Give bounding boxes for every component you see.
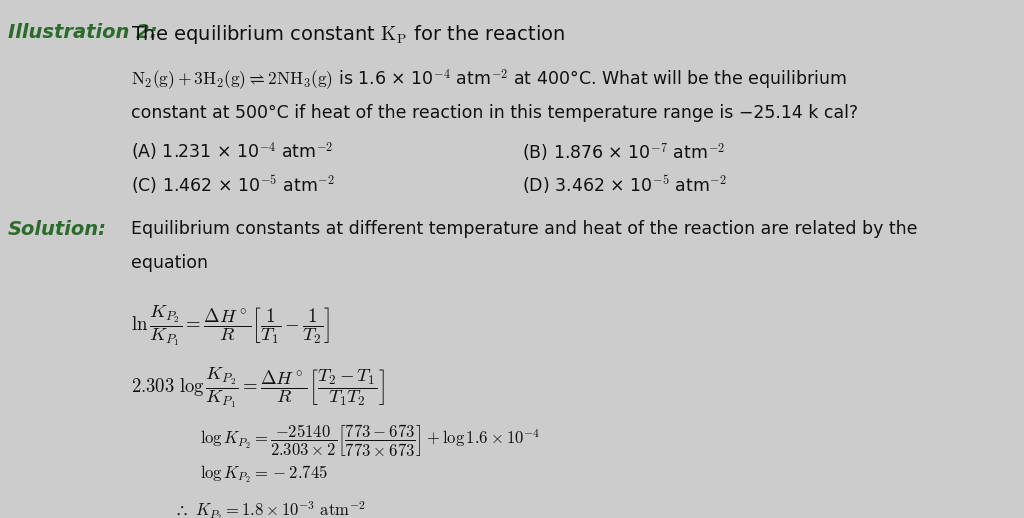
Text: Equilibrium constants at different temperature and heat of the reaction are rela: Equilibrium constants at different tempe… <box>131 220 918 238</box>
Text: (A) 1.231 × 10$^{-4}$ atm$^{-2}$: (A) 1.231 × 10$^{-4}$ atm$^{-2}$ <box>131 141 334 163</box>
Text: $\log K_{P_2} = -2.745$: $\log K_{P_2} = -2.745$ <box>200 464 328 485</box>
Text: (C) 1.462 × 10$^{-5}$ atm$^{-2}$: (C) 1.462 × 10$^{-5}$ atm$^{-2}$ <box>131 174 335 196</box>
Text: Solution:: Solution: <box>8 220 108 239</box>
Text: $\ln\dfrac{K_{P_2}}{K_{P_1}} = \dfrac{\Delta H^\circ}{R} \left[\dfrac{1}{T_1} - : $\ln\dfrac{K_{P_2}}{K_{P_1}} = \dfrac{\D… <box>131 303 330 348</box>
Text: The equilibrium constant $\mathrm{K_P}$ for the reaction: The equilibrium constant $\mathrm{K_P}$ … <box>131 23 565 46</box>
Text: $\log K_{P_2} = \dfrac{-25140}{2.303 \times 2} \left[\dfrac{773-673}{773 \times : $\log K_{P_2} = \dfrac{-25140}{2.303 \ti… <box>200 422 540 458</box>
Text: $\mathrm{N_2(g) + 3H_2(g) \rightleftharpoons 2NH_3(g)}$ is 1.6 × 10$^{-4}$ atm$^: $\mathrm{N_2(g) + 3H_2(g) \rightleftharp… <box>131 67 847 92</box>
Text: equation: equation <box>131 254 208 272</box>
Text: constant at 500°C if heat of the reaction in this temperature range is −25.14 k : constant at 500°C if heat of the reactio… <box>131 104 858 122</box>
Text: (D) 3.462 × 10$^{-5}$ atm$^{-2}$: (D) 3.462 × 10$^{-5}$ atm$^{-2}$ <box>522 174 727 196</box>
Text: $2.303\ \log\dfrac{K_{P_2}}{K_{P_1}} = \dfrac{\Delta H^\circ}{R} \left[\dfrac{T_: $2.303\ \log\dfrac{K_{P_2}}{K_{P_1}} = \… <box>131 365 385 410</box>
Text: (B) 1.876 × 10$^{-7}$ atm$^{-2}$: (B) 1.876 × 10$^{-7}$ atm$^{-2}$ <box>522 141 725 163</box>
Text: Illustration 2:: Illustration 2: <box>8 23 158 42</box>
Text: $\therefore\ K_{P_2} = 1.8 \times 10^{-3}\ \mathrm{atm}^{-2}$: $\therefore\ K_{P_2} = 1.8 \times 10^{-3… <box>174 500 366 518</box>
